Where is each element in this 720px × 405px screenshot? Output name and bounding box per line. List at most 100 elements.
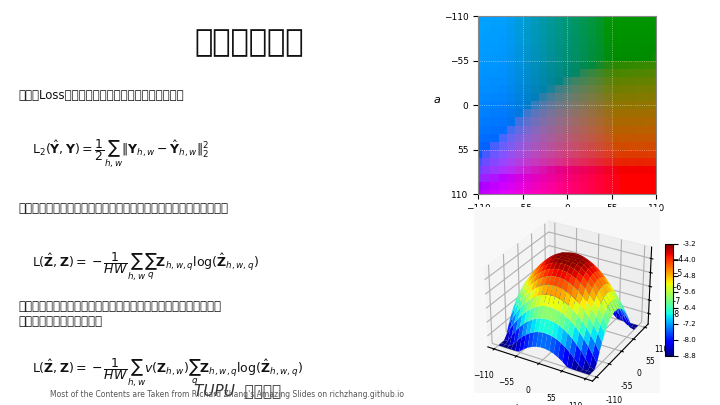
Bar <box>588 126 595 134</box>
Bar <box>588 101 595 109</box>
Bar <box>563 93 572 101</box>
Bar <box>498 53 507 61</box>
Bar <box>644 158 652 166</box>
Bar <box>563 117 572 126</box>
Text: 但由于自然界照片颜色的分布是不均的，所以我们要做一个重平衡
提高稀有颜色出现的概率：: 但由于自然界照片颜色的分布是不均的，所以我们要做一个重平衡 提高稀有颜色出现的概… <box>18 300 221 328</box>
Bar <box>490 117 498 126</box>
Text: TUPU  图普科技: TUPU 图普科技 <box>194 383 282 398</box>
Bar <box>523 77 531 85</box>
Bar <box>595 12 604 20</box>
Bar <box>531 158 539 166</box>
Bar <box>555 101 563 109</box>
Bar <box>515 109 523 117</box>
Y-axis label: a: a <box>433 95 441 105</box>
Bar <box>539 45 547 53</box>
Bar <box>507 174 515 182</box>
Bar <box>604 45 612 53</box>
Bar <box>580 101 588 109</box>
Bar <box>612 150 620 158</box>
Bar <box>612 36 620 45</box>
Bar <box>588 93 595 101</box>
Bar <box>644 166 652 174</box>
Bar <box>498 36 507 45</box>
Bar <box>620 28 628 36</box>
Bar <box>628 20 636 28</box>
Bar <box>588 142 595 150</box>
Bar <box>563 134 572 142</box>
Bar <box>474 182 482 190</box>
Bar <box>636 190 644 198</box>
Bar <box>580 142 588 150</box>
Bar <box>539 77 547 85</box>
Bar <box>547 85 555 93</box>
Bar <box>523 166 531 174</box>
Bar <box>547 20 555 28</box>
Bar <box>620 69 628 77</box>
Bar <box>595 166 604 174</box>
Bar <box>652 142 660 150</box>
Bar <box>539 134 547 142</box>
Bar <box>595 109 604 117</box>
Bar <box>474 142 482 150</box>
Bar <box>620 77 628 85</box>
Bar <box>498 174 507 182</box>
Bar <box>507 28 515 36</box>
Bar <box>604 101 612 109</box>
Bar <box>482 36 490 45</box>
Bar <box>636 77 644 85</box>
Bar <box>482 93 490 101</box>
Bar <box>547 166 555 174</box>
Bar <box>531 61 539 69</box>
Bar <box>572 174 580 182</box>
Bar <box>523 174 531 182</box>
Bar <box>539 61 547 69</box>
Bar <box>563 109 572 117</box>
Bar <box>644 12 652 20</box>
Bar <box>628 150 636 158</box>
Bar <box>555 20 563 28</box>
Bar <box>531 69 539 77</box>
Bar <box>474 134 482 142</box>
Bar <box>628 134 636 142</box>
Bar <box>490 28 498 36</box>
Bar <box>572 190 580 198</box>
Bar <box>652 134 660 142</box>
Bar <box>636 117 644 126</box>
Bar <box>636 101 644 109</box>
Bar <box>652 166 660 174</box>
Bar <box>563 53 572 61</box>
Bar <box>555 182 563 190</box>
Bar <box>515 158 523 166</box>
Bar <box>547 142 555 150</box>
Bar <box>507 142 515 150</box>
Bar <box>523 93 531 101</box>
Bar <box>628 182 636 190</box>
Bar <box>563 28 572 36</box>
Bar <box>612 117 620 126</box>
Bar <box>644 77 652 85</box>
Bar <box>490 142 498 150</box>
Bar <box>539 150 547 158</box>
Bar <box>588 12 595 20</box>
Bar <box>612 28 620 36</box>
Bar <box>652 36 660 45</box>
Bar <box>628 126 636 134</box>
Bar <box>531 45 539 53</box>
Bar <box>572 142 580 150</box>
Bar <box>474 85 482 93</box>
Bar <box>547 36 555 45</box>
Bar <box>612 190 620 198</box>
Bar <box>595 182 604 190</box>
Bar <box>507 36 515 45</box>
Bar <box>588 150 595 158</box>
Bar <box>628 142 636 150</box>
Bar <box>498 150 507 158</box>
Bar <box>490 77 498 85</box>
Bar <box>620 61 628 69</box>
Bar <box>580 85 588 93</box>
Bar <box>531 126 539 134</box>
Bar <box>498 101 507 109</box>
Bar <box>482 28 490 36</box>
Bar <box>580 190 588 198</box>
Bar <box>628 158 636 166</box>
